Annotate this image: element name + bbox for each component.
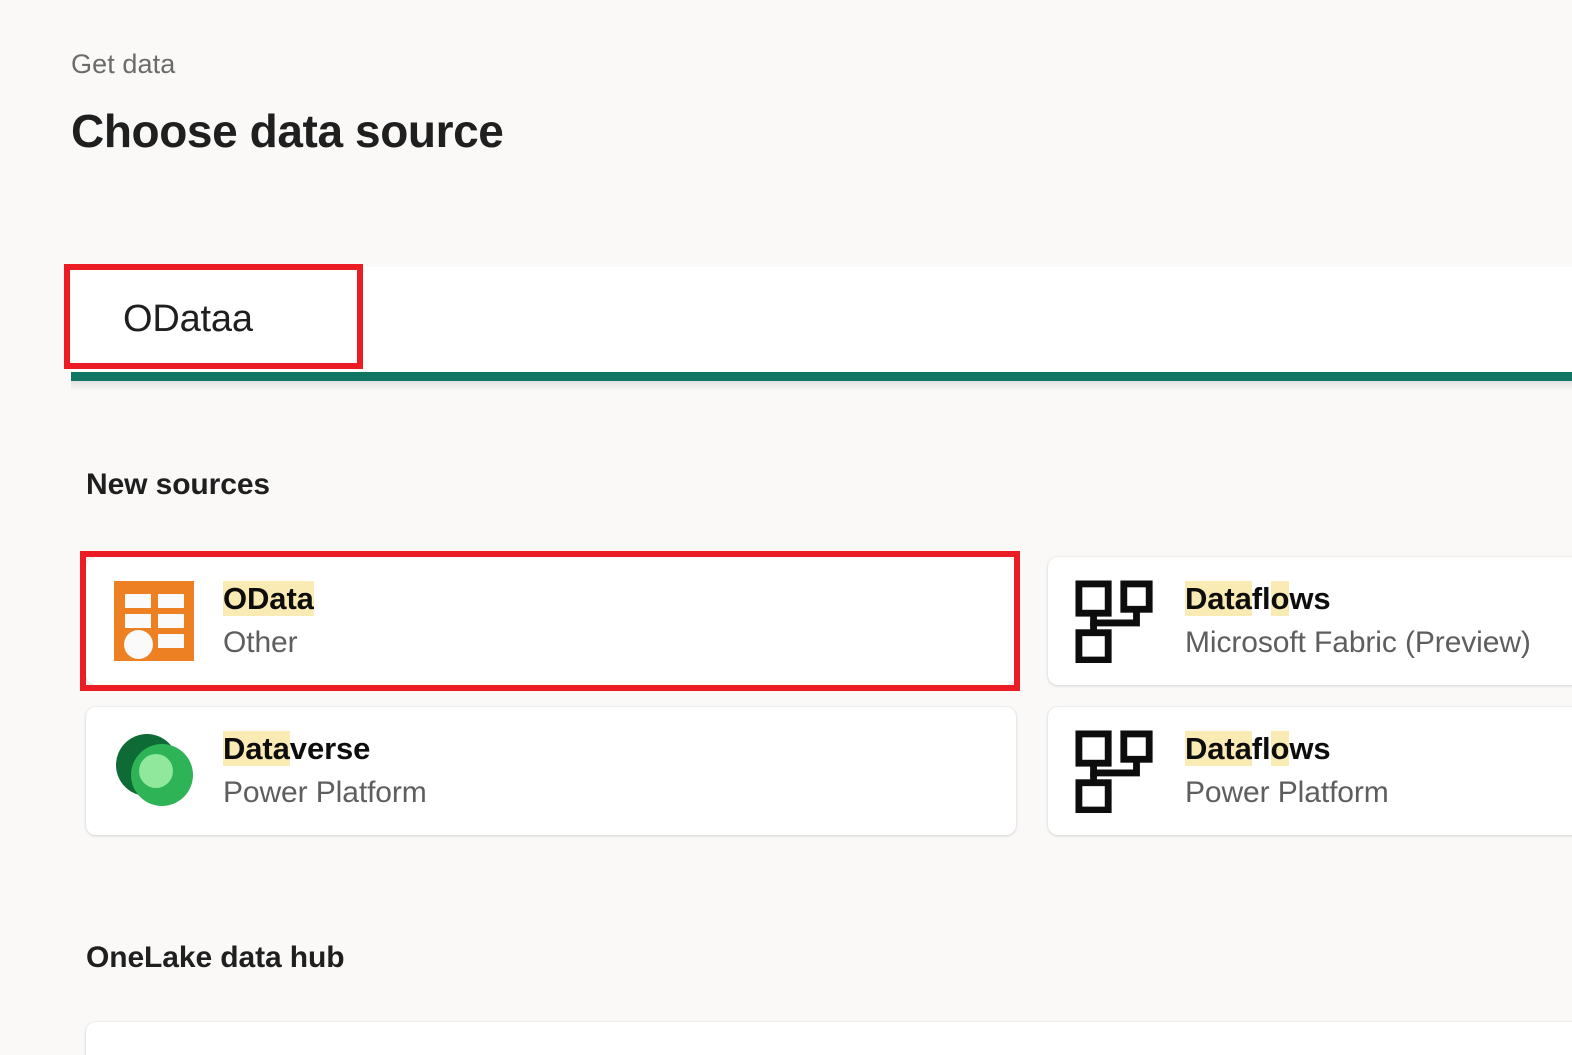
card-row: OData Other Dataflows Microsof	[86, 557, 1572, 685]
page-header: Get data Choose data source	[71, 48, 504, 160]
dataverse-icon	[113, 730, 195, 812]
new-sources-card-grid: OData Other Dataflows Microsof	[86, 557, 1572, 857]
search-box[interactable]	[71, 267, 1572, 372]
card-subtitle: Power Platform	[1185, 776, 1389, 810]
card-text: OData Other	[223, 580, 314, 663]
data-source-card-dataflows-fabric[interactable]: Dataflows Microsoft Fabric (Preview)	[1048, 557, 1572, 685]
card-subtitle: Other	[223, 626, 298, 660]
search-focus-underline	[71, 372, 1572, 391]
data-source-card-odata[interactable]: OData Other	[86, 557, 1016, 685]
card-title: Dataflows	[1185, 580, 1331, 616]
breadcrumb: Get data	[71, 49, 176, 79]
dataflows-icon	[1075, 580, 1157, 663]
section-heading-new-sources: New sources	[86, 468, 270, 501]
odata-icon	[113, 580, 195, 662]
onelake-data-hub-card[interactable]	[86, 1022, 1572, 1055]
search-field[interactable]	[71, 267, 1572, 372]
card-text: Dataverse Power Platform	[223, 730, 427, 813]
section-heading-onelake-data-hub: OneLake data hub	[86, 941, 345, 974]
page-title: Choose data source	[71, 105, 504, 158]
data-source-card-dataflows-power-platform[interactable]: Dataflows Power Platform	[1048, 707, 1572, 835]
card-row: Dataverse Power Platform Dataflows	[86, 707, 1572, 835]
card-subtitle: Power Platform	[223, 776, 427, 810]
card-subtitle: Microsoft Fabric (Preview)	[1185, 626, 1531, 660]
card-title: Dataflows	[1185, 730, 1331, 766]
card-text: Dataflows Microsoft Fabric (Preview)	[1185, 580, 1531, 663]
dataflows-icon	[1075, 730, 1157, 813]
card-title: Dataverse	[223, 730, 371, 766]
card-text: Dataflows Power Platform	[1185, 730, 1389, 813]
search-input[interactable]	[71, 298, 1572, 341]
data-source-card-dataverse[interactable]: Dataverse Power Platform	[86, 707, 1016, 835]
card-title: OData	[223, 580, 314, 616]
